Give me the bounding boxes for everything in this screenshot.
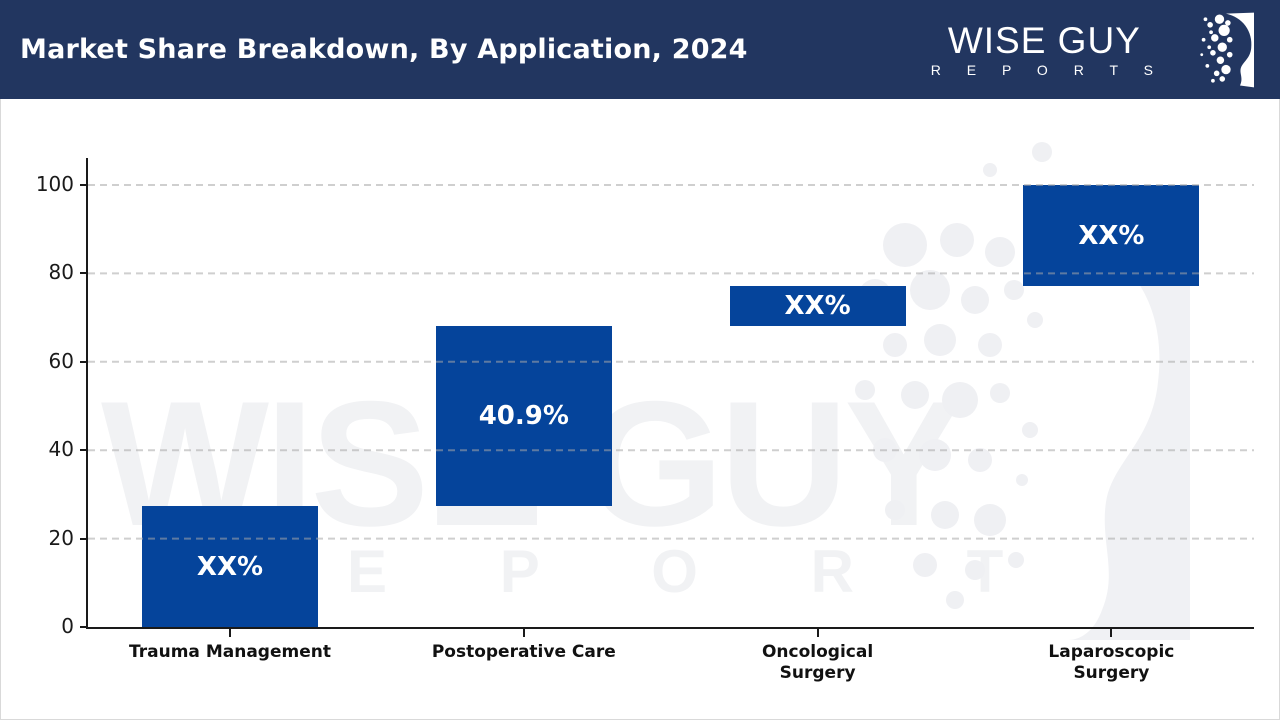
logo-wordmark: WISE GUY [947,19,1141,61]
wise-guy-logo: WISE GUY R E P O R T S [925,10,1254,90]
header: Market Share Breakdown, By Application, … [0,0,1280,99]
face-dots-icon [1200,12,1254,87]
page-title: Market Share Breakdown, By Application, … [20,34,748,65]
logo-text: WISE GUY R E P O R T S [925,19,1164,78]
watermark-text-1: WISE GUY [101,364,963,563]
watermark-text-2: R E P O R T S [191,538,1204,605]
chart-area: WISE GUY R E P O R T S [0,99,1280,720]
logo-subtitle: R E P O R T S [930,61,1164,78]
